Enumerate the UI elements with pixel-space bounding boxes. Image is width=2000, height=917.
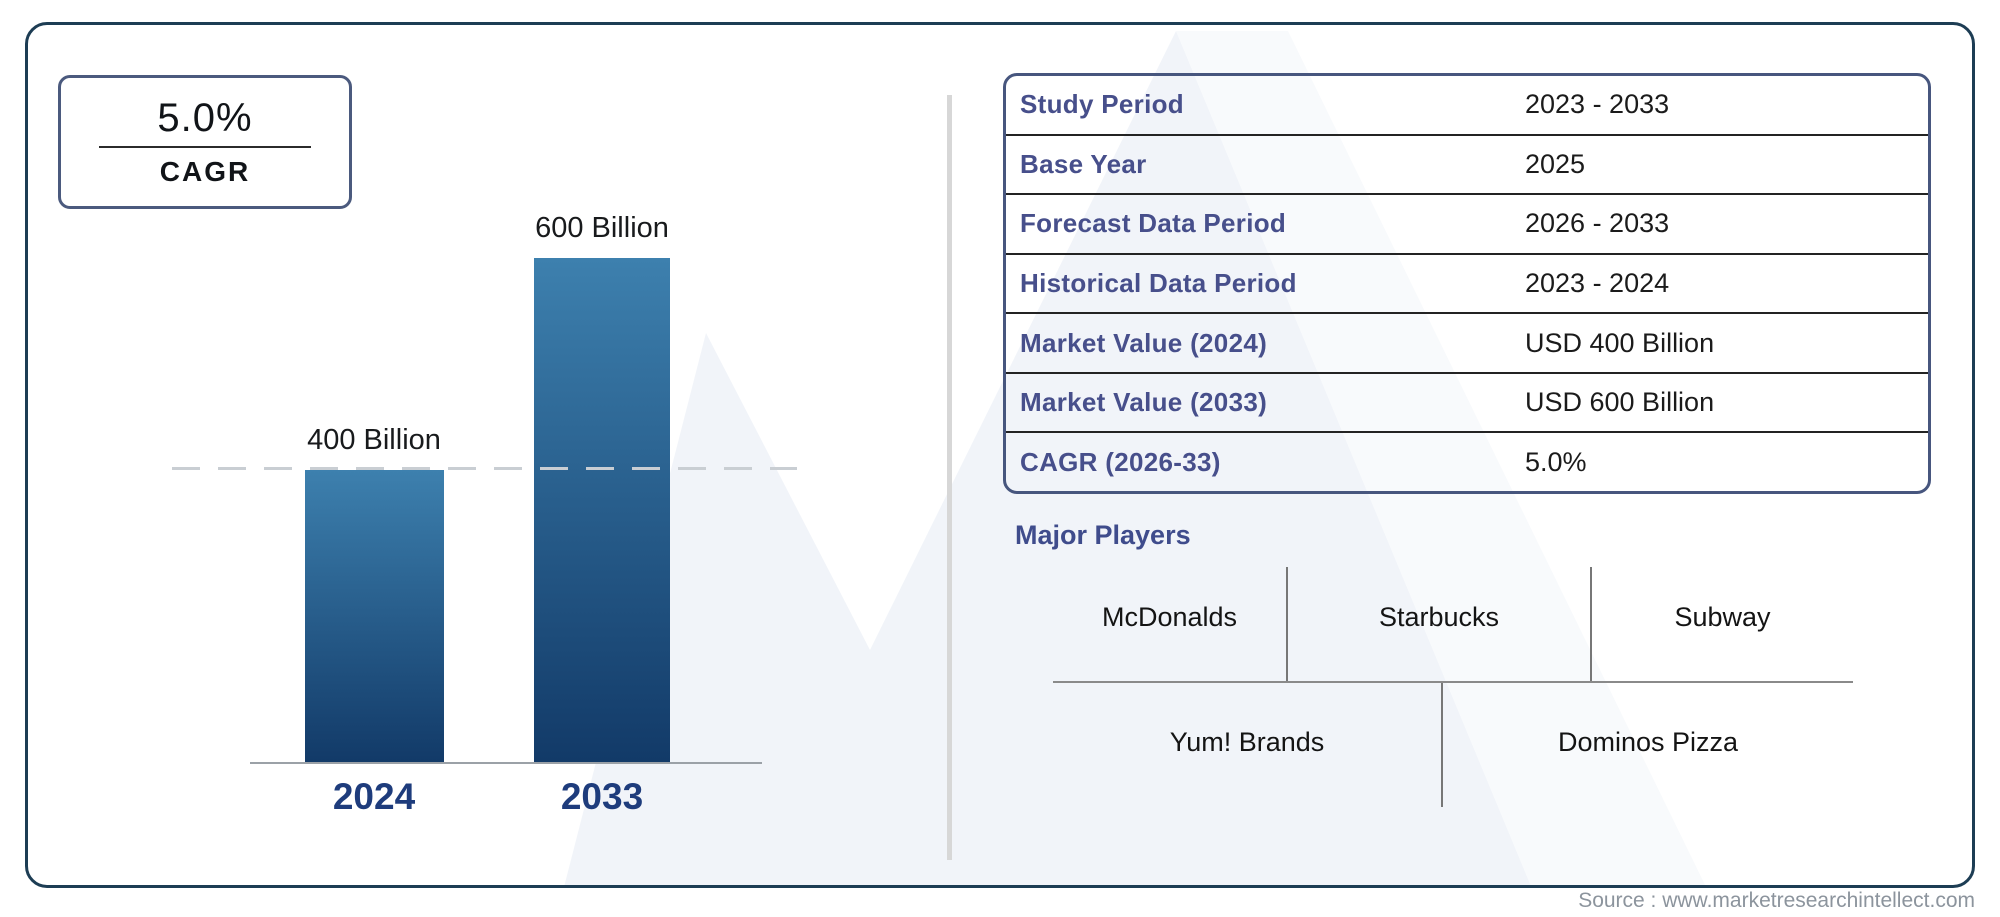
x-tick-2033: 2033 (560, 776, 644, 817)
players-divider-vertical-3 (1441, 683, 1443, 807)
players-divider-horizontal (1053, 681, 1853, 683)
row-label: Market Value (2024) (1020, 327, 1268, 358)
row-label: Study Period (1020, 89, 1184, 120)
table-row: Market Value (2024) USD 400 Billion (1006, 314, 1928, 374)
row-label: Historical Data Period (1020, 268, 1297, 299)
table-row: Forecast Data Period 2026 - 2033 (1006, 195, 1928, 255)
x-axis-baseline (250, 762, 762, 764)
bar-2033 (534, 258, 670, 762)
cagr-badge-divider (99, 146, 311, 148)
x-tick-2024: 2024 (332, 776, 416, 817)
row-value: USD 400 Billion (1525, 327, 1715, 358)
bar-value-label-2033: 600 Billion (535, 212, 669, 244)
row-value: USD 600 Billion (1525, 387, 1715, 418)
row-value: 5.0% (1525, 446, 1587, 477)
mountain-logo-watermark (564, 31, 1706, 885)
player-starbucks: Starbucks (1378, 602, 1500, 632)
study-info-table: Study Period 2023 - 2033 Base Year 2025 … (1003, 73, 1931, 494)
table-row: Base Year 2025 (1006, 136, 1928, 196)
cagr-badge: 5.0% CAGR (58, 75, 352, 209)
cagr-label: CAGR (159, 156, 251, 187)
bar-value-label-2024: 400 Billion (307, 424, 441, 456)
row-value: 2025 (1525, 148, 1586, 179)
row-label: Market Value (2033) (1020, 387, 1268, 418)
panel-divider (947, 95, 952, 860)
table-row: Market Value (2033) USD 600 Billion (1006, 374, 1928, 434)
bar-2024 (305, 470, 444, 762)
cagr-value: 5.0% (157, 96, 253, 140)
row-value: 2026 - 2033 (1525, 208, 1670, 239)
player-mcdonalds: McDonalds (1101, 602, 1238, 632)
player-dominos-pizza: Dominos Pizza (1557, 727, 1739, 757)
row-value: 2023 - 2033 (1525, 89, 1670, 120)
row-label: Forecast Data Period (1020, 208, 1287, 239)
table-row: Study Period 2023 - 2033 (1006, 76, 1928, 136)
players-divider-vertical-1 (1286, 567, 1288, 681)
row-label: CAGR (2026-33) (1020, 446, 1221, 477)
table-row: Historical Data Period 2023 - 2024 (1006, 255, 1928, 315)
player-subway: Subway (1674, 602, 1771, 632)
major-players-heading: Major Players (1015, 520, 1191, 550)
reference-dashed-line (172, 467, 797, 470)
source-attribution: Source : www.marketresearchintellect.com (1578, 889, 1975, 912)
player-yum-brands: Yum! Brands (1169, 727, 1325, 757)
row-value: 2023 - 2024 (1525, 268, 1670, 299)
table-row: CAGR (2026-33) 5.0% (1006, 433, 1928, 491)
players-divider-vertical-2 (1590, 567, 1592, 681)
row-label: Base Year (1020, 148, 1147, 179)
